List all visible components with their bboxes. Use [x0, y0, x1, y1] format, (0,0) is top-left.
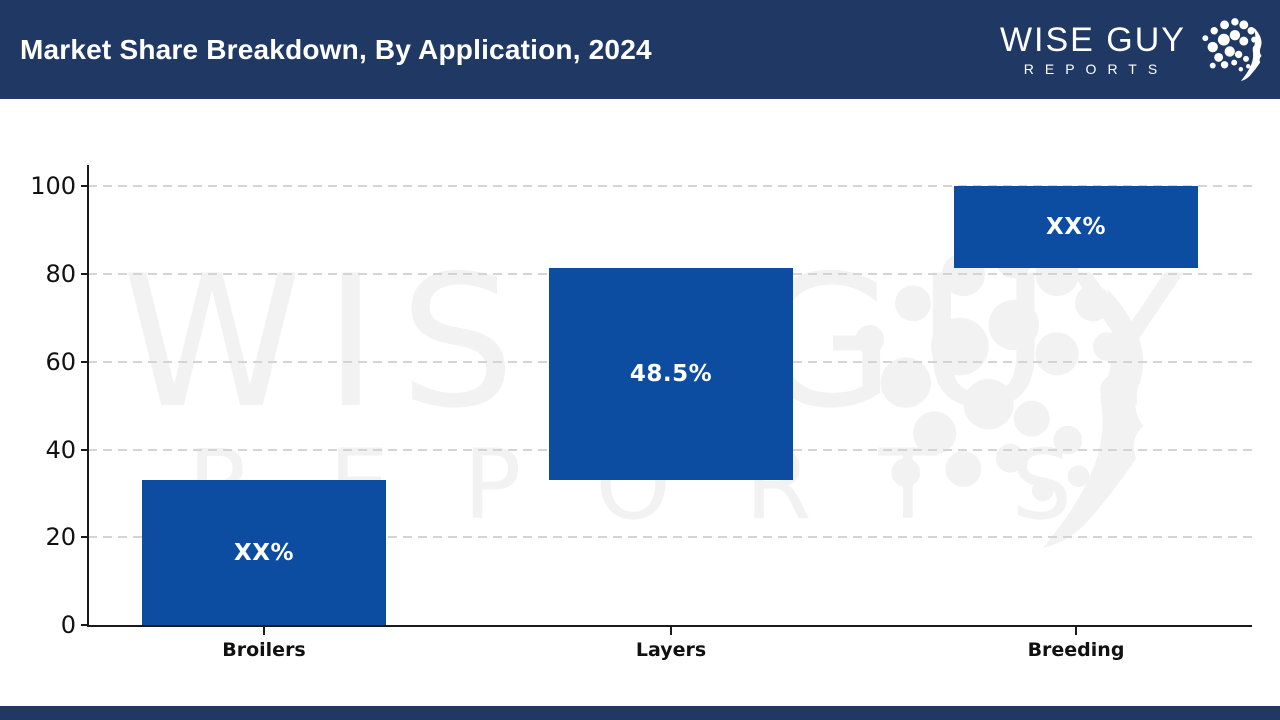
header-bar: Market Share Breakdown, By Application, … — [0, 0, 1280, 99]
logo-line2: REPORTS — [1023, 61, 1169, 77]
plot-area: 0 20 40 60 80 100 XX% 48.5% XX% Broilers Layers Bre… — [0, 99, 1280, 706]
x-axis-label-breeding: Breeding — [1027, 639, 1125, 661]
x-axis-label-broilers: Broilers — [222, 639, 306, 661]
y-tick-label: 100 — [30, 172, 76, 201]
y-tick-label: 20 — [45, 523, 76, 552]
y-tick-label: 0 — [60, 611, 76, 639]
logo-face-icon — [1202, 17, 1262, 81]
y-tick-mark — [81, 185, 88, 188]
y-tick-label: 60 — [45, 347, 76, 376]
gridline — [88, 536, 1252, 539]
x-axis-label-layers: Layers — [635, 639, 707, 661]
x-tick-mark — [263, 627, 265, 635]
x-tick-mark — [1075, 627, 1077, 635]
y-tick-mark — [81, 273, 88, 276]
y-tick-label: 40 — [45, 435, 76, 464]
bar-layers: 48.5% — [549, 267, 793, 481]
bar-broilers: XX% — [142, 480, 386, 625]
bar-value-label: XX% — [1045, 213, 1106, 240]
y-tick-mark — [81, 360, 88, 363]
y-tick-mark — [81, 536, 88, 539]
bar-value-label: 48.5% — [629, 360, 713, 387]
chart-title: Market Share Breakdown, By Application, … — [20, 33, 652, 65]
logo-line1: WISE GUY — [999, 21, 1186, 59]
y-tick-label: 80 — [45, 260, 76, 289]
bar-value-label: XX% — [233, 539, 294, 566]
chart-canvas: WISE GUY REPORTS 0 20 40 60 80 100 XX% 48.5% XX%… — [0, 99, 1280, 706]
logo-wordmark: WISE GUY REPORTS — [1000, 23, 1186, 76]
bar-breeding: XX% — [954, 186, 1198, 268]
y-axis-line — [87, 165, 89, 627]
wiseguy-logo: WISE GUY REPORTS — [1000, 11, 1266, 89]
y-tick-mark — [81, 448, 88, 451]
x-tick-mark — [670, 627, 672, 635]
y-tick-mark — [81, 624, 88, 626]
footer-bar — [0, 706, 1280, 720]
gridline — [88, 185, 1252, 188]
x-axis-line — [87, 625, 1252, 627]
